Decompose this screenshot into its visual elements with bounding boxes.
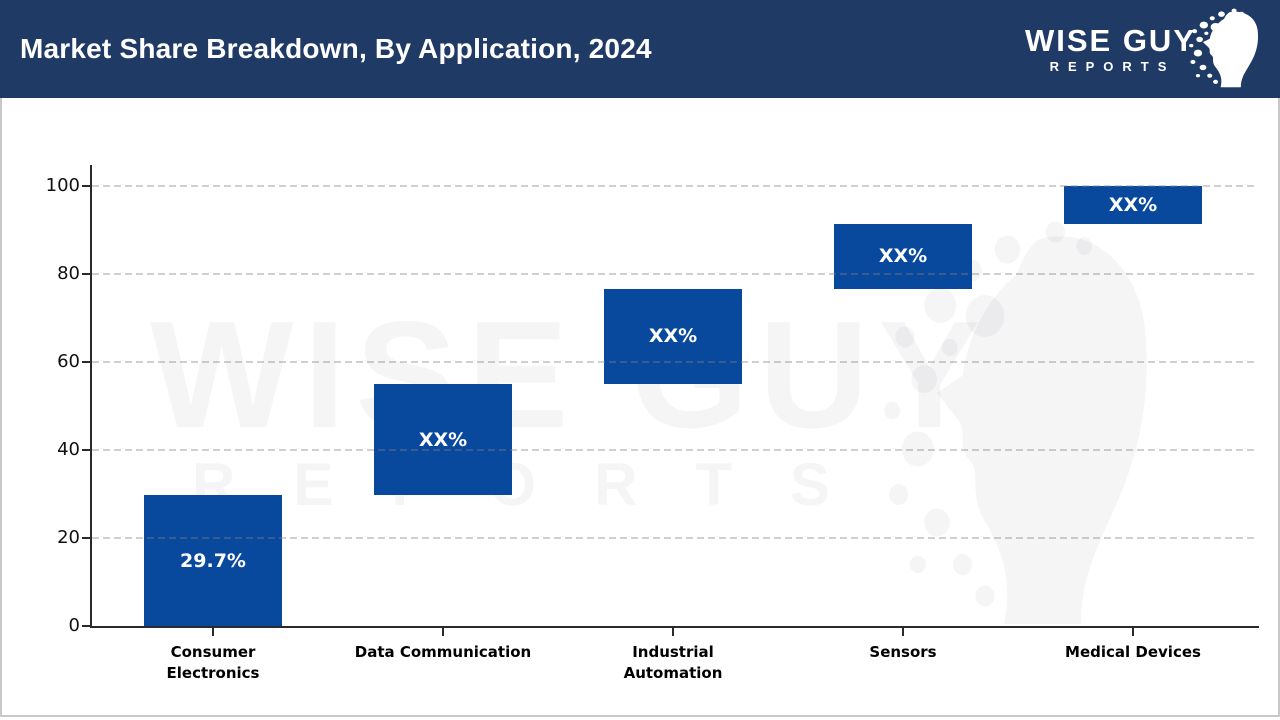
logo-wordmark: WISE GUY REPORTS — [1024, 22, 1196, 74]
category-label-line: Industrial — [632, 643, 714, 661]
gridline-20 — [92, 537, 1256, 539]
bar-data-communication: XX% — [374, 384, 512, 496]
x-axis-line — [90, 626, 1259, 628]
gridline-40 — [92, 449, 1256, 451]
x-axis-category-label-medical-devices: Medical Devices — [1018, 642, 1248, 663]
y-axis-tick-label: 20 — [57, 527, 80, 548]
y-axis-tick-label: 0 — [68, 615, 80, 636]
y-axis-tick-label: 80 — [57, 263, 80, 284]
y-tick-mark-100 — [82, 185, 90, 187]
y-axis-line — [90, 165, 92, 628]
category-label-line: Sensors — [869, 643, 937, 661]
category-label-line: Medical Devices — [1065, 643, 1201, 661]
bar-sensors: XX% — [834, 223, 972, 289]
bar-industrial-automation: XX% — [604, 288, 742, 384]
x-axis-category-label-consumer-electronics: Consumer Electronics — [98, 642, 328, 684]
chart-title: Market Share Breakdown, By Application, … — [20, 33, 652, 64]
bar-medical-devices: XX% — [1064, 186, 1202, 224]
bar-value-label: 29.7% — [180, 549, 246, 572]
bar-value-label: XX% — [648, 325, 698, 348]
x-axis-category-label-sensors: Sensors — [788, 642, 1018, 663]
logo-wordmark-line1: WISE GUY — [1024, 22, 1196, 58]
y-tick-mark-60 — [82, 361, 90, 363]
gridline-100 — [92, 185, 1256, 187]
x-tick-mark-consumer-electronics — [212, 628, 214, 636]
x-tick-mark-medical-devices — [1132, 628, 1134, 636]
category-label-line: Data Communication — [354, 643, 532, 661]
y-axis-tick-label: 40 — [57, 439, 80, 460]
category-label-line: Electronics — [166, 664, 260, 682]
y-tick-mark-40 — [82, 449, 90, 451]
y-axis-tick-label: 60 — [57, 351, 80, 372]
y-axis-tick-label: 100 — [45, 175, 80, 196]
x-axis-category-label-data-communication: Data Communication — [328, 642, 558, 663]
chart-card: WISE GUY REPORTS 0 20 40 60 80 100 29.7% Consum… — [0, 98, 1280, 717]
x-tick-mark-data-communication — [442, 628, 444, 636]
bar-value-label: XX% — [878, 245, 928, 268]
plot-area: 0 20 40 60 80 100 29.7% Consumer Electronics XX% D… — [2, 98, 1278, 715]
bar-value-label: XX% — [418, 428, 468, 451]
y-tick-mark-20 — [82, 537, 90, 539]
category-label-line: Consumer — [170, 643, 256, 661]
y-tick-mark-0 — [82, 625, 90, 627]
gridline-80 — [92, 273, 1256, 275]
x-tick-mark-industrial-automation — [672, 628, 674, 636]
gridline-60 — [92, 361, 1256, 363]
logo-wordmark-line2: REPORTS — [1049, 58, 1176, 74]
y-tick-mark-80 — [82, 273, 90, 275]
brand-logo: WISE GUY REPORTS — [1025, 8, 1266, 90]
header-bar: Market Share Breakdown, By Application, … — [0, 0, 1280, 98]
category-label-line: Automation — [623, 664, 723, 682]
bar-value-label: XX% — [1108, 193, 1158, 216]
x-axis-category-label-industrial-automation: Industrial Automation — [558, 642, 788, 684]
bar-consumer-electronics: 29.7% — [144, 495, 282, 626]
x-tick-mark-sensors — [902, 628, 904, 636]
